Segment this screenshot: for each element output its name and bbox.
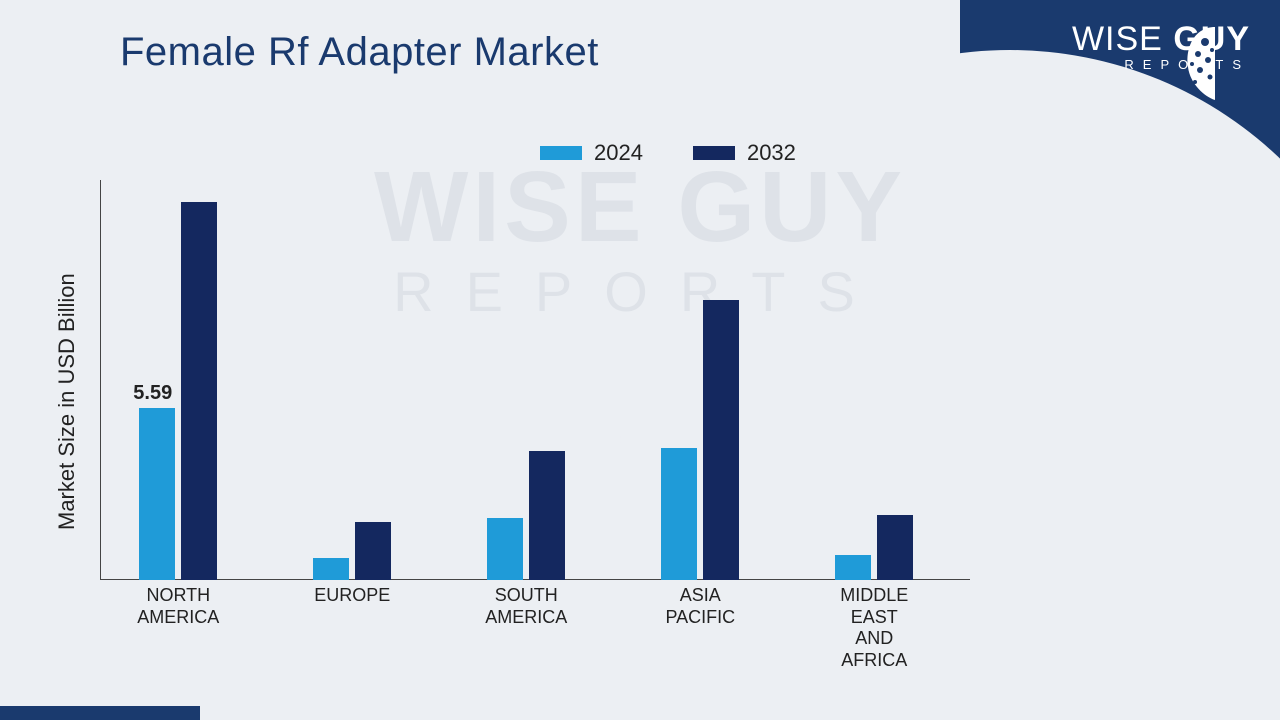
bar-group [313, 522, 391, 580]
bar [355, 522, 391, 580]
bar [661, 448, 697, 580]
bar-group [487, 451, 565, 580]
plot-area: 5.59 [100, 180, 970, 580]
x-label: MIDDLE EAST AND AFRICA [804, 585, 944, 671]
chart-card: WISE GUY REPORTS Female Rf Adapter Marke… [0, 0, 1280, 720]
bar [139, 408, 175, 580]
x-label: EUROPE [282, 585, 422, 607]
legend-label-2024: 2024 [594, 140, 643, 166]
bar-group [835, 515, 913, 580]
brand-text-1: WISE [1072, 20, 1173, 58]
x-axis-labels: NORTH AMERICA EUROPE SOUTH AMERICA ASIA PAC… [100, 585, 970, 705]
legend-item-2024: 2024 [540, 140, 643, 166]
brand-logo: WISE GUY REPORTS [1072, 22, 1250, 71]
footer-accent [0, 706, 200, 720]
brand-head-icon [1180, 22, 1250, 102]
bar [835, 555, 871, 580]
legend-label-2032: 2032 [747, 140, 796, 166]
bar [313, 558, 349, 580]
legend: 2024 2032 [540, 140, 796, 166]
bar [487, 518, 523, 580]
bar [529, 451, 565, 580]
value-label: 5.59 [133, 382, 172, 405]
x-label: ASIA PACIFIC [630, 585, 770, 628]
legend-item-2032: 2032 [693, 140, 796, 166]
x-label: SOUTH AMERICA [456, 585, 596, 628]
legend-swatch-2032 [693, 146, 735, 160]
bar [703, 300, 739, 580]
y-axis-line [100, 180, 101, 580]
chart-title: Female Rf Adapter Market [120, 30, 599, 75]
x-label: NORTH AMERICA [108, 585, 248, 628]
y-axis-label: Market Size in USD Billion [54, 273, 80, 530]
legend-swatch-2024 [540, 146, 582, 160]
bar [877, 515, 913, 580]
bar-group [661, 300, 739, 580]
bar [181, 202, 217, 580]
